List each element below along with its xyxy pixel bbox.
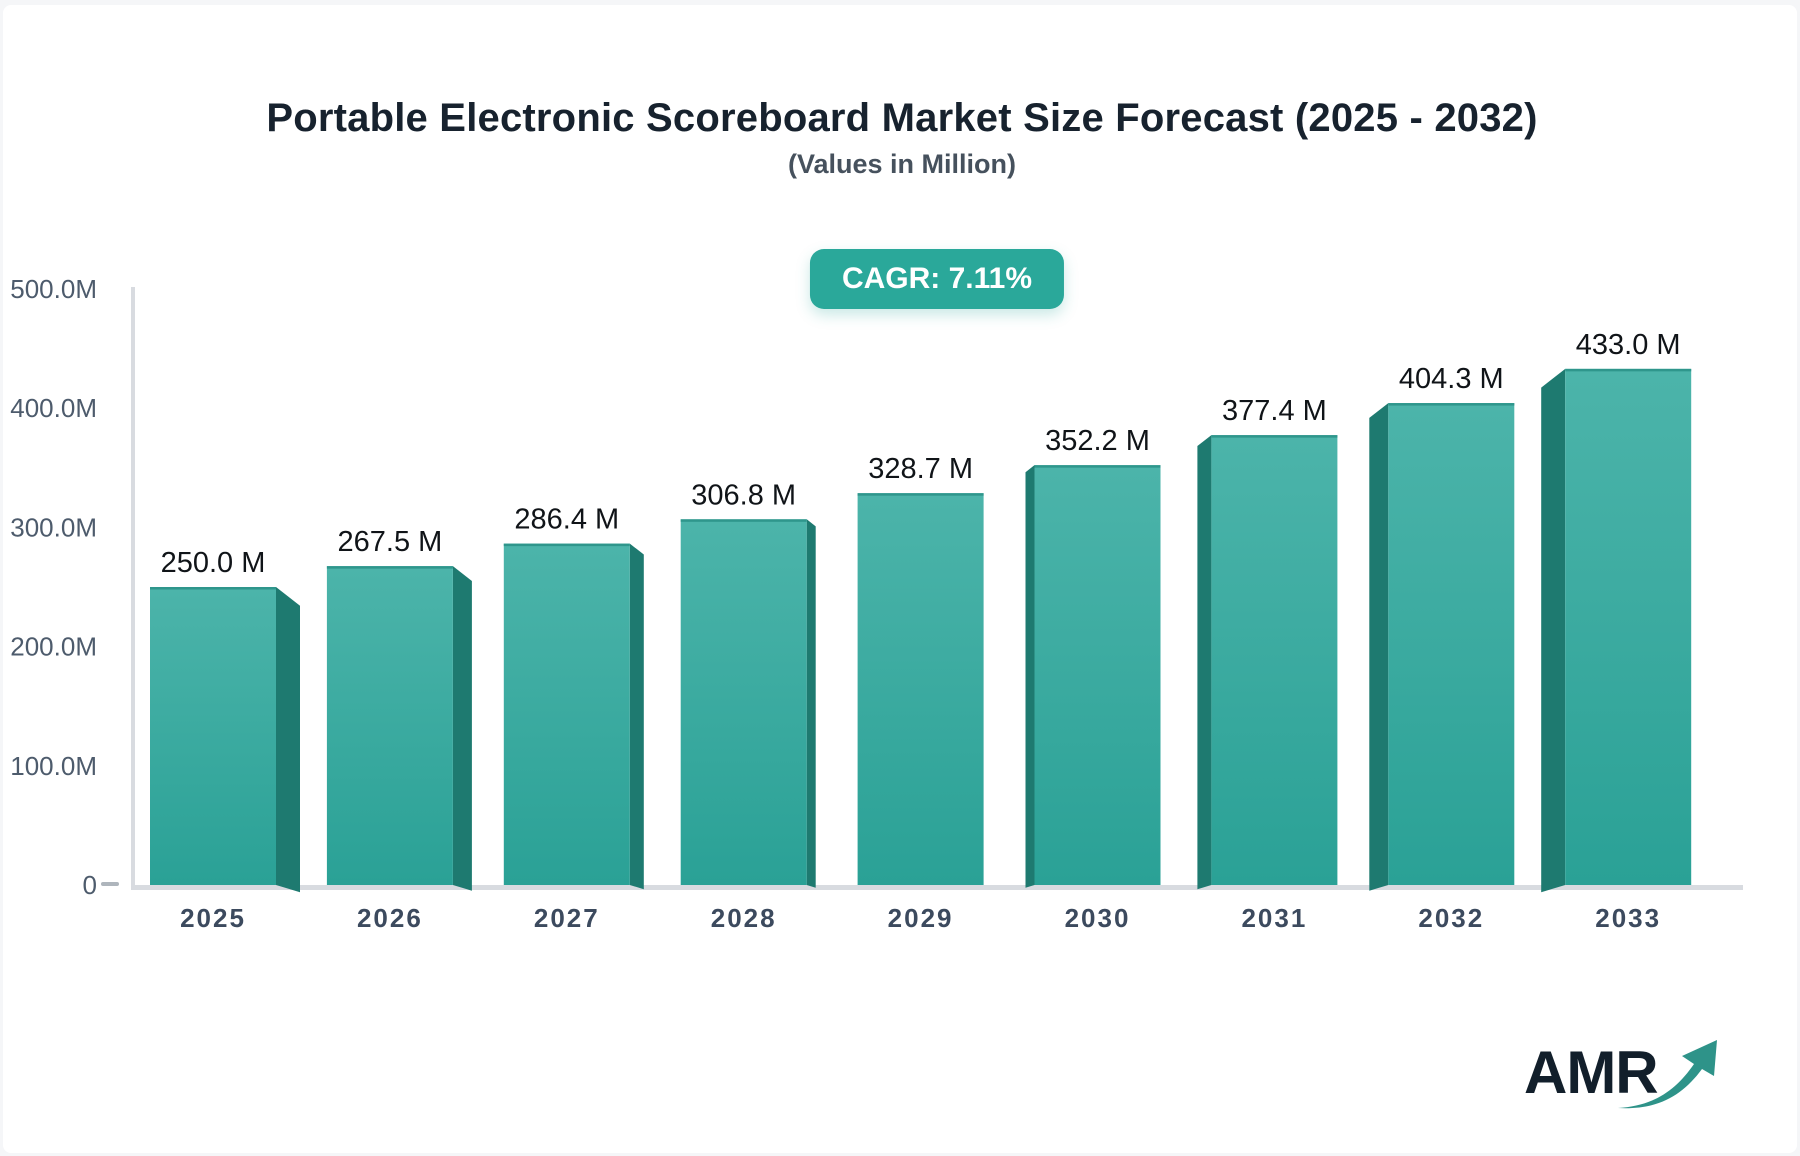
y-tick-label: 100.0M	[10, 751, 97, 781]
bar-value-label: 286.4 M	[514, 504, 619, 536]
bar-side-face	[1197, 435, 1212, 890]
x-tick-label: 2032	[1418, 903, 1484, 933]
bar-face	[326, 566, 453, 885]
bar-value-label: 250.0 M	[161, 547, 266, 579]
brand-logo-text: AMR	[1524, 1039, 1659, 1106]
chart-title: Portable Electronic Scoreboard Market Si…	[266, 96, 1538, 140]
bar-face	[503, 543, 630, 885]
bar-side-face	[806, 519, 816, 888]
x-tick-label: 2033	[1595, 903, 1661, 933]
bar-value-label: 306.8 M	[691, 479, 796, 511]
bar-top-edge	[150, 587, 276, 590]
bar-value-label: 377.4 M	[1222, 395, 1327, 427]
cagr-badge: CAGR: 7.11%	[809, 249, 1065, 309]
y-axis-line	[131, 287, 135, 890]
y-tick-label: 200.0M	[10, 632, 97, 662]
bar-side-face	[629, 543, 644, 890]
x-tick-label: 2030	[1065, 903, 1131, 933]
y-tick-label: 0	[83, 870, 97, 900]
y-tick-label: 500.0M	[10, 274, 97, 304]
bar-side-face	[1369, 403, 1389, 891]
bar-top-edge	[857, 493, 984, 496]
bar-top-edge	[1565, 368, 1692, 372]
bar-face	[1211, 435, 1338, 885]
bar-face	[857, 493, 984, 885]
bar-value-label: 267.5 M	[338, 526, 443, 558]
chart-subtitle: (Values in Million)	[787, 149, 1017, 179]
zero-tick-mark	[101, 882, 119, 886]
bar-face	[1034, 465, 1161, 885]
bar-value-label: 328.7 M	[868, 453, 973, 485]
bar-face	[1565, 368, 1692, 885]
bar-face	[680, 519, 807, 885]
y-tick-label: 300.0M	[10, 512, 97, 542]
bar-side-face	[1025, 465, 1035, 888]
bar-value-label: 404.3 M	[1399, 363, 1504, 395]
bar-face	[1388, 403, 1515, 885]
bar-face	[150, 587, 276, 885]
bar-top-edge	[326, 566, 453, 569]
x-tick-label: 2025	[180, 903, 246, 933]
bar-value-label: 433.0 M	[1576, 329, 1681, 361]
x-tick-label: 2027	[534, 903, 600, 933]
bar-top-edge	[1034, 465, 1161, 468]
y-tick-label: 400.0M	[10, 393, 97, 423]
bar-side-face	[452, 566, 472, 891]
bar-top-edge	[1388, 403, 1515, 406]
brand-logo: AMR	[1524, 1038, 1734, 1128]
bar-top-edge	[503, 543, 630, 547]
bar-top-edge	[1211, 435, 1338, 438]
x-tick-label: 2026	[357, 903, 423, 933]
x-tick-label: 2031	[1241, 903, 1307, 933]
x-tick-label: 2028	[711, 903, 777, 933]
x-tick-label: 2029	[888, 903, 954, 933]
bar-side-face	[1541, 368, 1566, 893]
bar-value-label: 352.2 M	[1045, 425, 1150, 457]
x-axis-line	[131, 885, 1743, 890]
growth-arrow-icon	[1618, 1040, 1717, 1109]
bar-top-edge	[680, 519, 807, 522]
bar-side-face	[276, 587, 300, 893]
